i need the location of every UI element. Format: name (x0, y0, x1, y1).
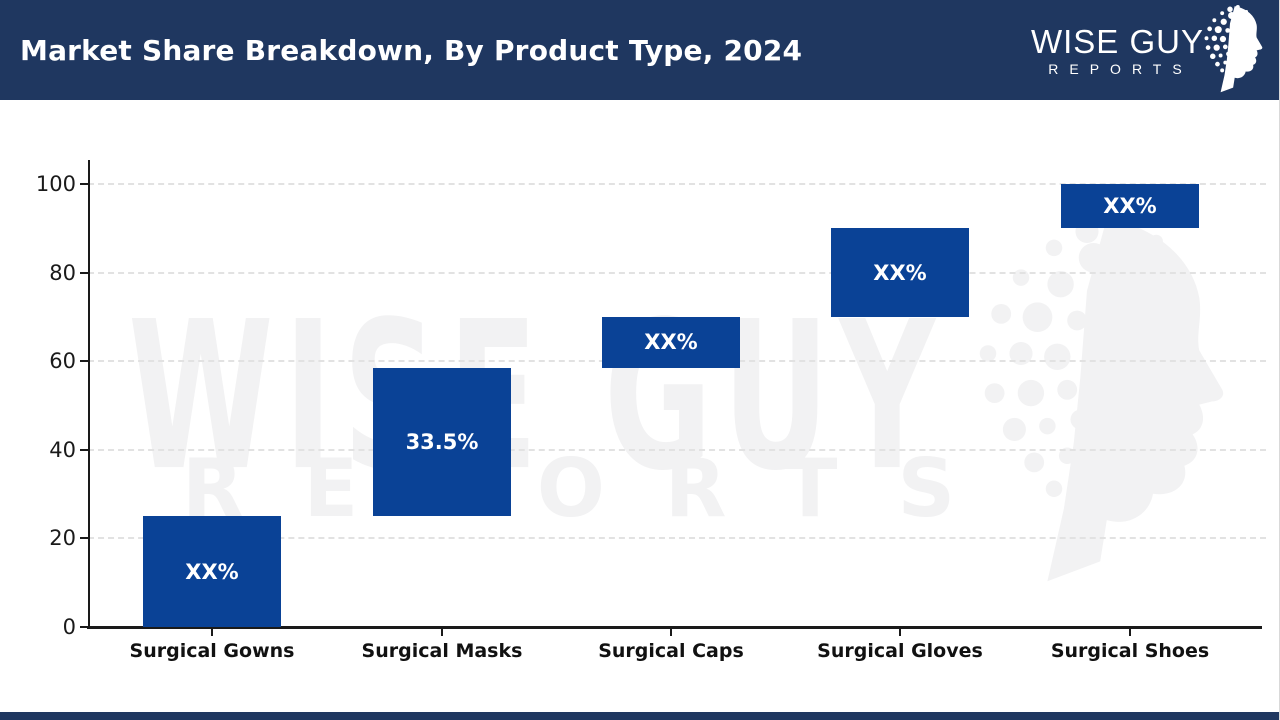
footer-bar (0, 712, 1279, 720)
y-tick (80, 537, 88, 540)
gridline (88, 448, 1266, 451)
brand-logo: WISE GUY REPORTS (1031, 3, 1270, 97)
chart-title: Market Share Breakdown, By Product Type,… (20, 33, 803, 67)
brand-reports-label: REPORTS (1048, 60, 1193, 77)
gridline (88, 271, 1266, 274)
category-label: Surgical Caps (598, 640, 744, 662)
bar-value-label: 33.5% (405, 430, 479, 455)
brand-logo-text: WISE GUY REPORTS (1031, 25, 1204, 76)
bar: XX% (602, 316, 740, 368)
category-label: Surgical Gowns (129, 640, 295, 662)
category-label: Surgical Gloves (817, 640, 983, 662)
y-tick-label: 0 (62, 615, 76, 639)
y-tick (80, 626, 88, 628)
y-tick (80, 448, 88, 451)
y-axis (88, 160, 90, 629)
y-tick (80, 360, 88, 363)
x-tick (670, 627, 672, 636)
header-bar: Market Share Breakdown, By Product Type,… (0, 0, 1279, 100)
y-tick-label: 20 (49, 526, 76, 551)
brand-wordmark: WISE GUY (1030, 22, 1204, 60)
category-label: Surgical Shoes (1050, 640, 1210, 662)
bar-value-label: XX% (644, 330, 698, 355)
y-tick (80, 183, 88, 185)
gridline (88, 537, 1266, 540)
bar-value-label: XX% (1103, 194, 1157, 219)
y-tick-label: 100 (35, 172, 76, 196)
x-tick (1129, 627, 1131, 636)
y-tick (80, 271, 88, 274)
bar: XX% (143, 516, 281, 627)
bar: 33.5% (373, 367, 511, 517)
gridline (88, 183, 1266, 185)
brand-head-icon (1190, 3, 1270, 97)
y-tick-label: 60 (49, 349, 76, 374)
x-tick (899, 627, 901, 636)
x-tick (441, 627, 443, 636)
y-tick-label: 80 (49, 260, 76, 285)
bar: XX% (1061, 184, 1199, 229)
y-tick-label: 40 (49, 437, 76, 462)
category-label: Surgical Masks (361, 640, 523, 662)
bar-value-label: XX% (873, 260, 927, 285)
bar-value-label: XX% (185, 559, 239, 584)
x-tick (211, 627, 213, 636)
x-axis (87, 626, 1262, 629)
bar: XX% (831, 228, 969, 317)
